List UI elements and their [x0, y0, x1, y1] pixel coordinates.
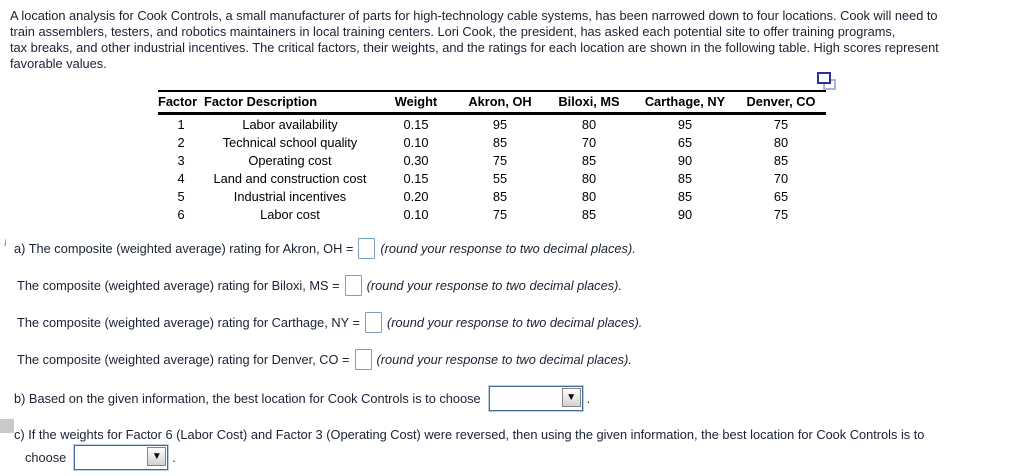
best-location-select-b[interactable]: ▼ — [488, 386, 583, 411]
cell-denver: 75 — [773, 116, 789, 132]
cell-akron: 85 — [492, 134, 508, 150]
question-c-choose-text: choose — [25, 450, 67, 465]
best-location-select-c[interactable]: ▼ — [74, 445, 169, 470]
rounding-instruction: (round your response to two decimal plac… — [376, 352, 632, 367]
col-header-weight: Weight — [376, 91, 456, 115]
table-header-row: Factor Factor Description Weight Akron, … — [158, 91, 826, 115]
question-b-text: b) Based on the given information, the b… — [14, 391, 481, 406]
dropdown-arrow-icon[interactable]: ▼ — [147, 447, 167, 466]
problem-statement-line: train assemblers, testers, and robotics … — [10, 24, 896, 39]
cell-weight: 0.10 — [403, 134, 429, 150]
cell-weight: 0.15 — [403, 116, 429, 132]
col-header-akron: Akron, OH — [456, 91, 544, 115]
cell-akron: 55 — [492, 170, 508, 186]
question-c-line1: c) If the weights for Factor 6 (Labor Co… — [14, 427, 924, 442]
composite-rating-input-denver[interactable] — [354, 349, 372, 370]
cell-carthage: 85 — [677, 188, 693, 204]
cell-factor: 5 — [177, 188, 185, 204]
cell-weight: 0.10 — [403, 206, 429, 222]
question-a-denver-text: The composite (weighted average) rating … — [17, 352, 350, 367]
cell-description: Labor availability — [242, 116, 338, 132]
cell-factor: 6 — [177, 206, 185, 222]
col-header-description: Factor Description — [204, 91, 376, 115]
cell-biloxi: 80 — [581, 188, 597, 204]
cell-carthage: 90 — [677, 206, 693, 222]
cell-weight: 0.15 — [403, 170, 429, 186]
cell-akron: 75 — [492, 152, 508, 168]
cell-denver: 75 — [773, 206, 789, 222]
cell-carthage: 65 — [677, 134, 693, 150]
cell-factor: 4 — [177, 170, 185, 186]
popout-icon-front-rect — [817, 72, 831, 84]
superscript-i-marker: i — [4, 238, 7, 248]
cell-biloxi: 80 — [581, 116, 597, 132]
cell-factor: 3 — [177, 152, 185, 168]
table-row: 2 Technical school quality 0.10 85 70 65… — [158, 133, 826, 151]
sentence-period: . — [172, 450, 176, 465]
cell-biloxi: 85 — [581, 152, 597, 168]
cell-description: Technical school quality — [222, 134, 358, 150]
question-a-biloxi-text: The composite (weighted average) rating … — [17, 278, 340, 293]
question-c-text: c) If the weights for Factor 6 (Labor Co… — [14, 427, 925, 442]
dropdown-arrow-icon[interactable]: ▼ — [561, 388, 581, 407]
rounding-instruction: (round your response to two decimal plac… — [366, 278, 622, 293]
sentence-period: . — [586, 391, 591, 406]
cell-description: Labor cost — [260, 206, 320, 222]
table-row: 6 Labor cost 0.10 75 85 90 75 — [158, 205, 826, 223]
factor-ratings-table: Factor Factor Description Weight Akron, … — [158, 90, 826, 223]
col-header-biloxi: Biloxi, MS — [544, 91, 634, 115]
popout-table-icon[interactable] — [817, 72, 836, 90]
cell-weight: 0.30 — [403, 152, 429, 168]
cell-akron: 85 — [492, 188, 508, 204]
composite-rating-input-akron[interactable] — [358, 238, 376, 259]
rounding-instruction: (round your response to two decimal plac… — [380, 241, 636, 256]
problem-statement: A location analysis for Cook Controls, a… — [10, 8, 1010, 72]
cell-carthage: 90 — [677, 152, 693, 168]
question-a-denver-line: The composite (weighted average) rating … — [17, 349, 632, 370]
cell-akron: 95 — [492, 116, 508, 132]
problem-statement-line: favorable values. — [10, 56, 107, 71]
cell-description: Land and construction cost — [213, 170, 367, 186]
cell-biloxi: 85 — [581, 206, 597, 222]
table-row: 4 Land and construction cost 0.15 55 80 … — [158, 169, 826, 187]
col-header-carthage: Carthage, NY — [634, 91, 736, 115]
question-a-biloxi-line: The composite (weighted average) rating … — [17, 275, 622, 296]
cell-denver: 80 — [773, 134, 789, 150]
cell-carthage: 95 — [677, 116, 693, 132]
table-row: 5 Industrial incentives 0.20 85 80 85 65 — [158, 187, 826, 205]
table-row: 3 Operating cost 0.30 75 85 90 85 — [158, 151, 826, 169]
problem-statement-line: tax breaks, and other industrial incenti… — [10, 40, 939, 55]
question-b-line: b) Based on the given information, the b… — [14, 386, 590, 411]
question-a-akron-text: a) The composite (weighted average) rati… — [14, 241, 354, 256]
cell-denver: 85 — [773, 152, 789, 168]
cell-biloxi: 80 — [581, 170, 597, 186]
cell-factor: 1 — [177, 116, 185, 132]
table-row: 1 Labor availability 0.15 95 80 95 75 — [158, 114, 826, 134]
question-a-carthage-text: The composite (weighted average) rating … — [17, 315, 360, 330]
cell-biloxi: 70 — [581, 134, 597, 150]
cell-carthage: 85 — [677, 170, 693, 186]
rounding-instruction: (round your response to two decimal plac… — [386, 315, 643, 330]
cell-denver: 65 — [773, 188, 789, 204]
question-a-carthage-line: The composite (weighted average) rating … — [17, 312, 642, 333]
cell-akron: 75 — [492, 206, 508, 222]
composite-rating-input-biloxi[interactable] — [344, 275, 362, 296]
composite-rating-input-carthage[interactable] — [364, 312, 382, 333]
cell-description: Operating cost — [248, 152, 332, 168]
cell-description: Industrial incentives — [233, 188, 347, 204]
col-header-factor: Factor — [158, 91, 204, 115]
question-a-akron-line: a) The composite (weighted average) rati… — [14, 238, 636, 259]
problem-statement-line: A location analysis for Cook Controls, a… — [10, 8, 938, 23]
left-edge-fragment — [0, 419, 14, 433]
cell-factor: 2 — [177, 134, 185, 150]
cell-denver: 70 — [773, 170, 789, 186]
col-header-denver: Denver, CO — [736, 91, 826, 115]
cell-weight: 0.20 — [403, 188, 429, 204]
question-c-line2: choose ▼ . — [25, 445, 176, 470]
